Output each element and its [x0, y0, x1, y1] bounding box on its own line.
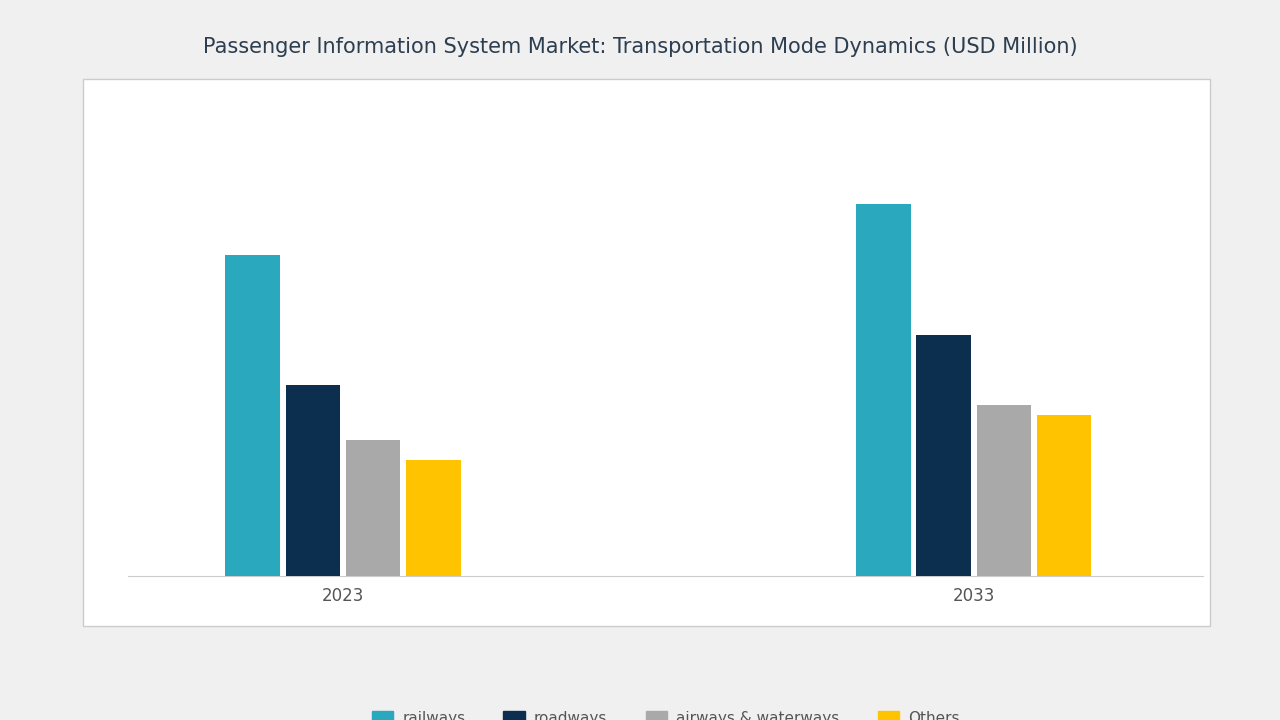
Bar: [916, 335, 972, 576]
Bar: [346, 441, 401, 576]
Bar: [225, 254, 280, 576]
Text: Passenger Information System Market: Transportation Mode Dynamics (USD Million): Passenger Information System Market: Tra…: [202, 37, 1078, 57]
Bar: [1037, 415, 1092, 576]
Legend: railways, roadways, airways & waterways, Others: railways, roadways, airways & waterways,…: [366, 705, 965, 720]
Bar: [406, 461, 461, 576]
Bar: [285, 385, 340, 576]
Bar: [977, 405, 1032, 576]
Bar: [856, 204, 911, 576]
